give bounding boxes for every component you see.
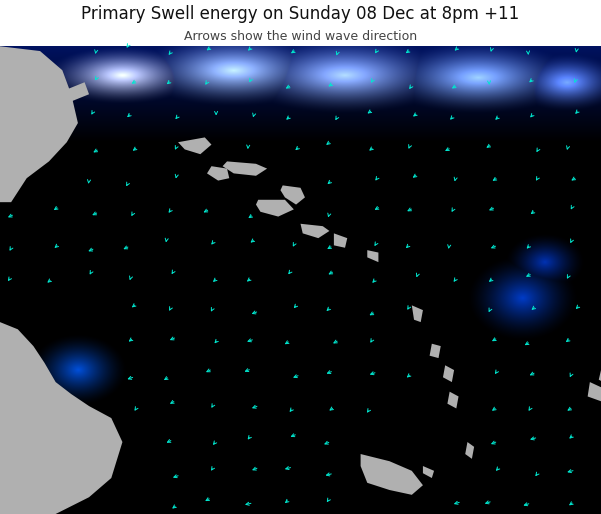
Polygon shape [67, 82, 89, 101]
Polygon shape [412, 305, 423, 322]
Text: Primary Swell energy on Sunday 08 Dec at 8pm +11: Primary Swell energy on Sunday 08 Dec at… [81, 5, 520, 23]
Polygon shape [367, 250, 379, 262]
Text: Arrows show the wind wave direction: Arrows show the wind wave direction [184, 30, 417, 43]
Polygon shape [207, 166, 229, 180]
Polygon shape [281, 186, 305, 205]
Polygon shape [222, 161, 267, 176]
Polygon shape [599, 370, 601, 384]
Polygon shape [178, 137, 212, 154]
Polygon shape [423, 466, 434, 478]
Polygon shape [256, 200, 294, 216]
Polygon shape [430, 344, 441, 358]
Polygon shape [443, 365, 454, 382]
Polygon shape [361, 454, 423, 495]
Polygon shape [334, 233, 347, 248]
Polygon shape [0, 46, 78, 202]
Polygon shape [300, 224, 329, 238]
Polygon shape [0, 322, 123, 514]
Polygon shape [447, 392, 459, 409]
Polygon shape [588, 382, 601, 401]
Polygon shape [465, 442, 474, 459]
